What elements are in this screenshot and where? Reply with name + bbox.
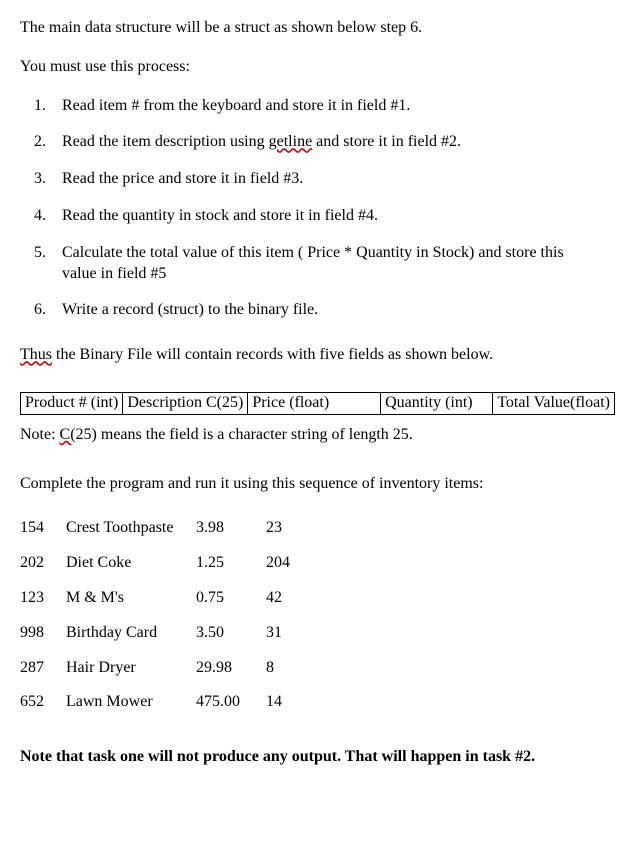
step-item: 5. Calculate the total value of this ite… <box>20 243 615 285</box>
field-cell: Quantity (int) <box>381 393 493 414</box>
inv-desc: Crest Toothpaste <box>66 518 196 539</box>
inv-desc: Hair Dryer <box>66 658 196 679</box>
step-number: 5. <box>34 243 62 285</box>
intro-line-2: You must use this process: <box>20 57 615 78</box>
step-item: 6. Write a record (struct) to the binary… <box>20 300 615 321</box>
intro-line-1: The main data structure will be a struct… <box>20 18 615 39</box>
step-item: 4. Read the quantity in stock and store … <box>20 206 615 227</box>
inv-price: 1.25 <box>196 553 266 574</box>
inv-desc: Lawn Mower <box>66 692 196 713</box>
c-squiggle: C( <box>60 426 76 443</box>
inv-id: 652 <box>20 692 66 713</box>
inventory-row: 287 Hair Dryer 29.98 8 <box>20 658 615 679</box>
inv-qty: 23 <box>266 518 316 539</box>
inv-qty: 42 <box>266 588 316 609</box>
inventory-row: 123 M & M's 0.75 42 <box>20 588 615 609</box>
step-number: 4. <box>34 206 62 227</box>
field-cell: Total Value(float) <box>493 393 614 414</box>
final-note: Note that task one will not produce any … <box>20 747 615 768</box>
inventory-table: 154 Crest Toothpaste 3.98 23 202 Diet Co… <box>20 518 615 713</box>
inv-id: 123 <box>20 588 66 609</box>
inventory-row: 998 Birthday Card 3.50 31 <box>20 623 615 644</box>
step-text: Read the item description using getline … <box>62 132 481 153</box>
step-item: 2. Read the item description using getli… <box>20 132 615 153</box>
getline-squiggle: getline <box>269 133 313 150</box>
complete-line: Complete the program and run it using th… <box>20 474 615 495</box>
field-cell: Description C(25) <box>123 393 248 414</box>
step-text: Write a record (struct) to the binary fi… <box>62 300 338 321</box>
step-item: 3. Read the price and store it in field … <box>20 169 615 190</box>
step-number: 6. <box>34 300 62 321</box>
inv-id: 287 <box>20 658 66 679</box>
inv-price: 29.98 <box>196 658 266 679</box>
thus-squiggle: Thus <box>20 346 52 363</box>
inv-qty: 204 <box>266 553 316 574</box>
step-text: Calculate the total value of this item (… <box>62 243 615 285</box>
inv-id: 202 <box>20 553 66 574</box>
inv-price: 475.00 <box>196 692 266 713</box>
inv-desc: M & M's <box>66 588 196 609</box>
field-cell: Price (float) <box>248 393 381 414</box>
inventory-row: 652 Lawn Mower 475.00 14 <box>20 692 615 713</box>
step-number: 1. <box>34 96 62 117</box>
inv-desc: Birthday Card <box>66 623 196 644</box>
field-cell: Product # (int) <box>21 393 123 414</box>
inventory-row: 154 Crest Toothpaste 3.98 23 <box>20 518 615 539</box>
inv-qty: 31 <box>266 623 316 644</box>
inventory-row: 202 Diet Coke 1.25 204 <box>20 553 615 574</box>
step-number: 2. <box>34 132 62 153</box>
inv-id: 998 <box>20 623 66 644</box>
step-text: Read the quantity in stock and store it … <box>62 206 398 227</box>
note-c25: Note: C(25) means the field is a charact… <box>20 425 615 446</box>
inv-price: 3.98 <box>196 518 266 539</box>
inv-desc: Diet Coke <box>66 553 196 574</box>
inv-price: 3.50 <box>196 623 266 644</box>
step-number: 3. <box>34 169 62 190</box>
step-text: Read item # from the keyboard and store … <box>62 96 430 117</box>
inv-price: 0.75 <box>196 588 266 609</box>
step-item: 1. Read item # from the keyboard and sto… <box>20 96 615 117</box>
inv-qty: 8 <box>266 658 316 679</box>
thus-line: Thus the Binary File will contain record… <box>20 345 615 366</box>
fields-table: Product # (int) Description C(25) Price … <box>20 392 615 415</box>
inv-id: 154 <box>20 518 66 539</box>
inv-qty: 14 <box>266 692 316 713</box>
steps-list: 1. Read item # from the keyboard and sto… <box>20 96 615 322</box>
step-text: Read the price and store it in field #3. <box>62 169 323 190</box>
